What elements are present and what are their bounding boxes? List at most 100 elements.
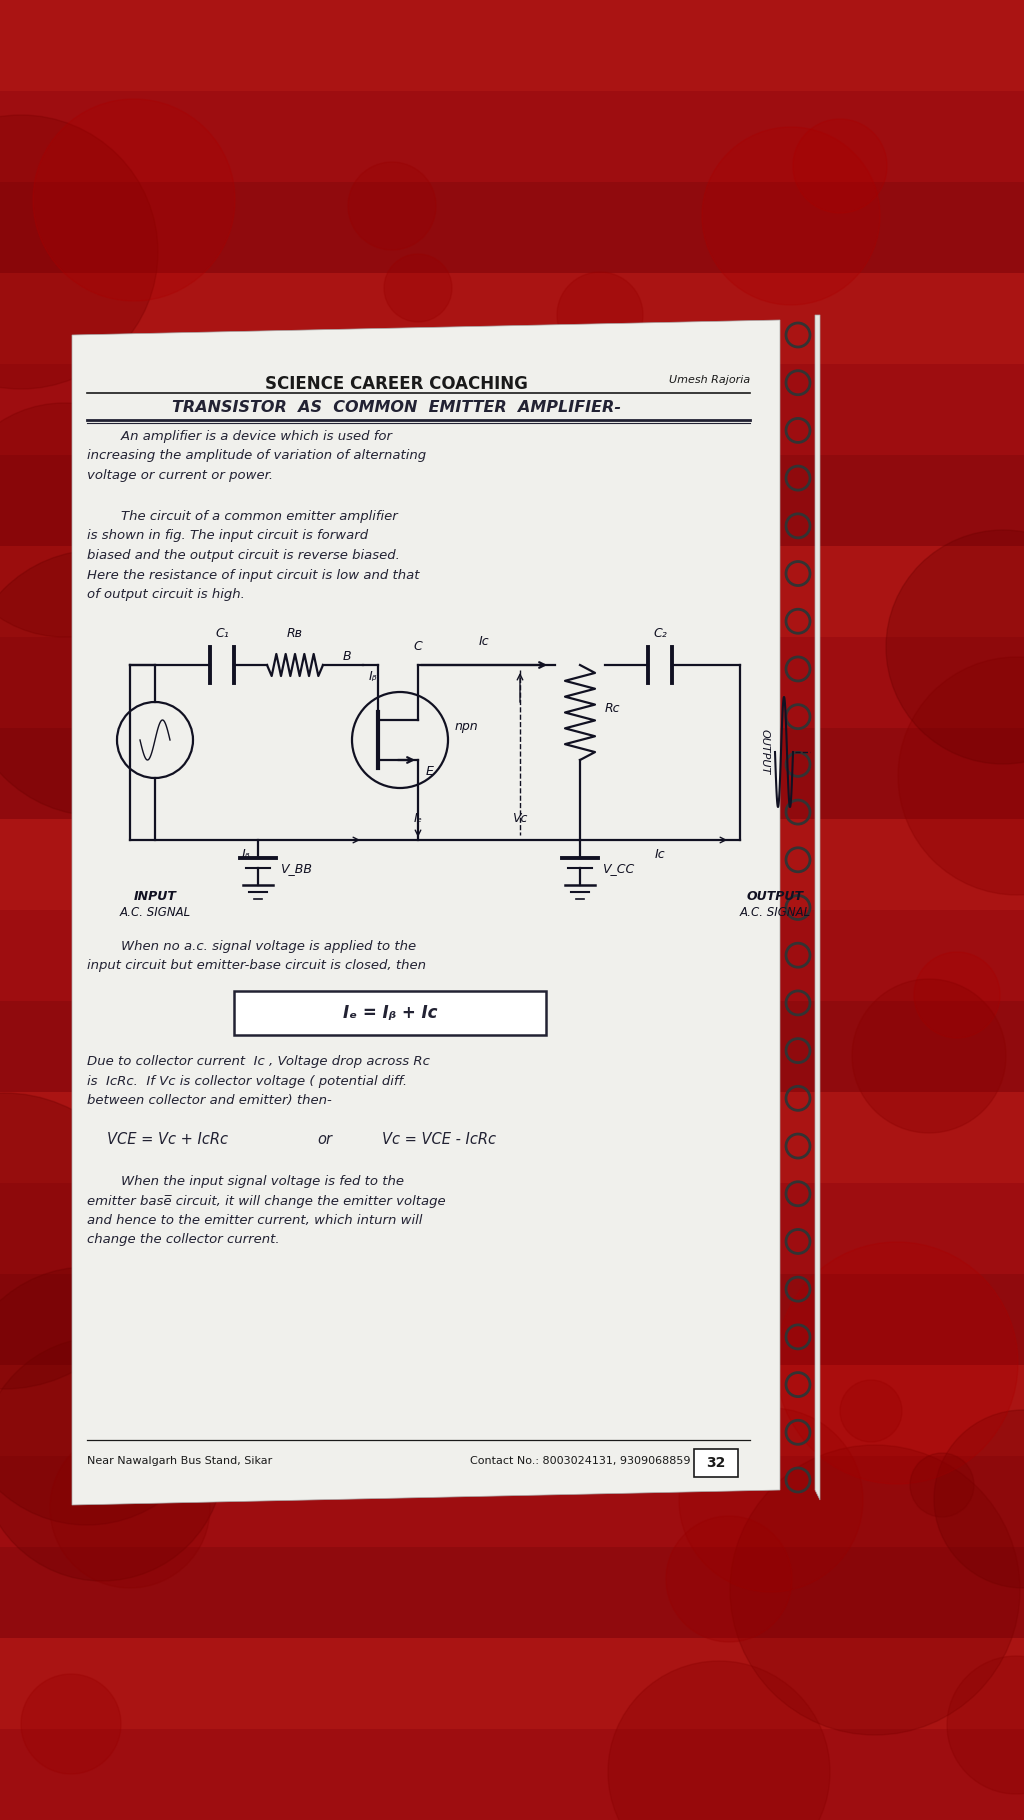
Circle shape (852, 979, 1006, 1134)
Text: V_CC: V_CC (602, 863, 634, 875)
Circle shape (348, 162, 436, 249)
Bar (0, 1547, 1024, 1638)
Circle shape (840, 1380, 902, 1441)
Bar (0, 1638, 1024, 1729)
Circle shape (0, 402, 181, 637)
Circle shape (140, 1039, 270, 1168)
Circle shape (630, 1301, 692, 1363)
Text: C₂: C₂ (653, 628, 667, 641)
Text: The circuit of a common emitter amplifier
is shown in fig. The input circuit is : The circuit of a common emitter amplifie… (87, 510, 420, 601)
Circle shape (934, 1410, 1024, 1589)
Text: OUTPUT: OUTPUT (760, 730, 770, 775)
Text: A.C. SIGNAL: A.C. SIGNAL (739, 906, 811, 919)
Circle shape (557, 271, 643, 359)
Circle shape (947, 1656, 1024, 1795)
Bar (0, 1729, 1024, 1820)
Text: VCE = Vc + IcRc: VCE = Vc + IcRc (106, 1132, 228, 1147)
Bar (0, 637, 1024, 728)
Circle shape (442, 732, 706, 996)
Bar (0, 1456, 1024, 1547)
Text: Rʙ: Rʙ (287, 628, 303, 641)
Text: Iᵦ: Iᵦ (369, 670, 378, 682)
FancyBboxPatch shape (694, 1449, 738, 1478)
Text: OUTPUT: OUTPUT (746, 890, 804, 903)
Bar (0, 91, 1024, 182)
Circle shape (384, 255, 452, 322)
Circle shape (608, 1662, 830, 1820)
Text: SCIENCE CAREER COACHING: SCIENCE CAREER COACHING (264, 375, 527, 393)
Bar (0, 182, 1024, 273)
Text: V_BB: V_BB (280, 863, 312, 875)
Text: or: or (317, 1132, 332, 1147)
Text: Due to collector current  Ic , Voltage drop across Rc
is  IcRc.  If Vc is collec: Due to collector current Ic , Voltage dr… (87, 1056, 430, 1107)
Bar (0, 910, 1024, 1001)
Text: Ic: Ic (654, 848, 666, 861)
Circle shape (898, 657, 1024, 895)
Text: Vc = VCE - IcRc: Vc = VCE - IcRc (382, 1132, 496, 1147)
Text: E: E (426, 764, 434, 777)
Circle shape (730, 1445, 1020, 1734)
Bar (0, 1183, 1024, 1274)
Bar (0, 364, 1024, 455)
Bar (0, 819, 1024, 910)
Circle shape (461, 555, 535, 630)
Text: Rc: Rc (605, 703, 621, 715)
Circle shape (50, 1429, 210, 1589)
Text: B: B (342, 650, 351, 662)
Circle shape (160, 946, 300, 1087)
Text: An amplifier is a device which is used for
increasing the amplitude of variation: An amplifier is a device which is used f… (87, 430, 426, 482)
Text: Umesh Rajoria: Umesh Rajoria (669, 375, 750, 386)
Text: INPUT: INPUT (133, 890, 176, 903)
Circle shape (776, 1241, 1018, 1483)
Circle shape (886, 530, 1024, 764)
Bar (0, 273, 1024, 364)
Text: When no a.c. signal voltage is applied to the
input circuit but emitter-base cir: When no a.c. signal voltage is applied t… (87, 939, 426, 972)
Text: Iₑ = Iᵦ + Ic: Iₑ = Iᵦ + Ic (343, 1005, 437, 1023)
Bar (0, 1001, 1024, 1092)
Circle shape (472, 386, 648, 562)
Circle shape (417, 1414, 490, 1489)
Bar (0, 1092, 1024, 1183)
Circle shape (679, 1409, 863, 1592)
Circle shape (434, 1006, 550, 1121)
FancyBboxPatch shape (234, 992, 546, 1036)
Polygon shape (72, 320, 780, 1505)
Text: Contact No.: 8003024131, 9309068859: Contact No.: 8003024131, 9309068859 (469, 1456, 690, 1465)
Circle shape (418, 832, 674, 1088)
Circle shape (793, 118, 887, 213)
Text: C₁: C₁ (215, 628, 229, 641)
Circle shape (171, 1079, 381, 1289)
Text: Iᵦ: Iᵦ (242, 848, 251, 861)
Text: 32: 32 (707, 1456, 726, 1471)
Bar (0, 728, 1024, 819)
Circle shape (0, 115, 158, 389)
Circle shape (0, 1338, 224, 1582)
Circle shape (362, 1134, 570, 1341)
Circle shape (382, 774, 444, 835)
Circle shape (0, 1267, 216, 1525)
Circle shape (0, 550, 231, 815)
Bar (0, 546, 1024, 637)
Bar (0, 1365, 1024, 1456)
Bar (0, 455, 1024, 546)
Circle shape (0, 1094, 152, 1389)
Text: Near Nawalgarh Bus Stand, Sikar: Near Nawalgarh Bus Stand, Sikar (87, 1456, 272, 1465)
Text: Ic: Ic (478, 635, 489, 648)
Circle shape (22, 1674, 121, 1774)
Polygon shape (815, 315, 820, 1500)
Text: TRANSISTOR  AS  COMMON  EMITTER  AMPLIFIER-: TRANSISTOR AS COMMON EMITTER AMPLIFIER- (171, 400, 621, 415)
Text: npn: npn (455, 721, 478, 733)
Text: A.C. SIGNAL: A.C. SIGNAL (120, 906, 190, 919)
Circle shape (910, 1452, 974, 1518)
Circle shape (666, 1516, 792, 1642)
Circle shape (447, 784, 659, 997)
Bar (0, 1274, 1024, 1365)
Text: Iₑ: Iₑ (414, 812, 423, 824)
Bar (0, 0, 1024, 91)
Text: When the input signal voltage is fed to the
emitter base̅ circuit, it will chang: When the input signal voltage is fed to … (87, 1176, 445, 1247)
Circle shape (914, 952, 1000, 1037)
Text: C: C (414, 641, 422, 653)
Circle shape (702, 127, 880, 306)
Text: Vc: Vc (512, 812, 527, 824)
Circle shape (33, 98, 234, 300)
